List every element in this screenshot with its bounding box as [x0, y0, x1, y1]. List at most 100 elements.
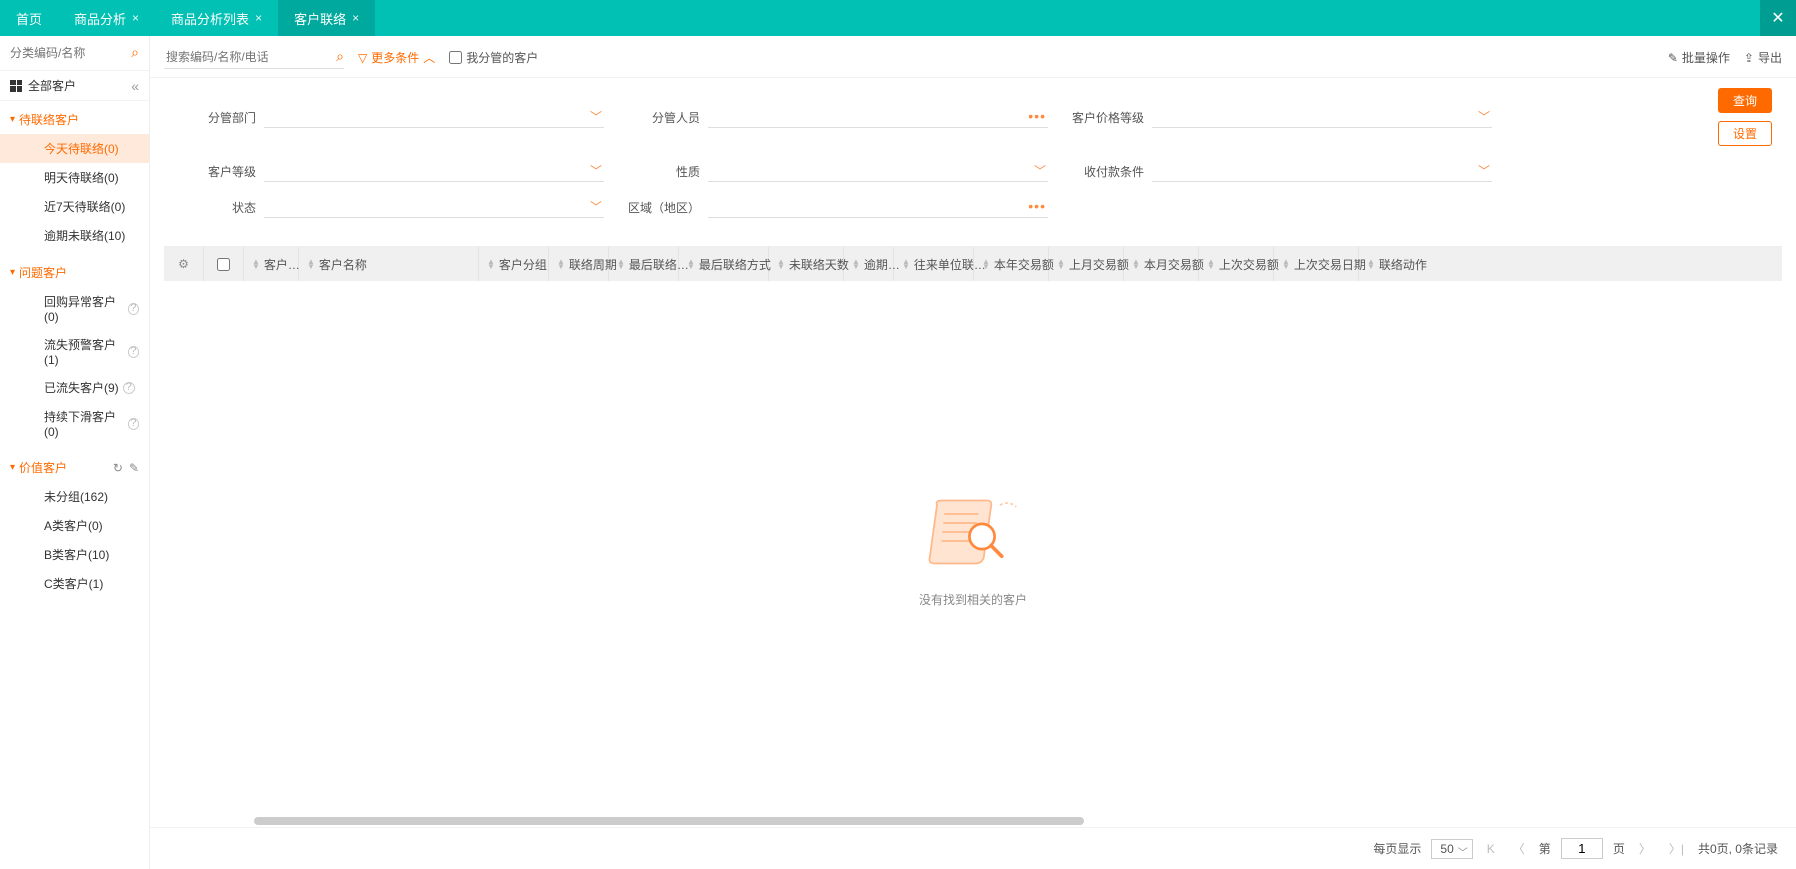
ellipsis-icon: •••	[1028, 108, 1046, 124]
table-column-header[interactable]: ▲▼往来单位联…	[894, 247, 974, 281]
table-column-header[interactable]: ▲▼未联络天数	[769, 247, 844, 281]
page-prev[interactable]: 〈	[1509, 840, 1529, 857]
search-icon[interactable]: ⌕	[131, 44, 139, 61]
table-column-header[interactable]: ▲▼最后联络…	[609, 247, 679, 281]
select-all-checkbox[interactable]	[204, 247, 244, 281]
main-search-input[interactable]	[164, 46, 344, 68]
sidebar-item[interactable]: 已流失客户(9)?	[0, 373, 149, 402]
refresh-icon[interactable]: ↻	[113, 461, 123, 475]
filter-nature-select[interactable]: ﹀	[708, 160, 1048, 182]
filter-label: 分管人员	[618, 109, 708, 126]
sidebar-item[interactable]: 明天待联络(0)	[0, 163, 149, 192]
sidebar-item[interactable]: 近7天待联络(0)	[0, 192, 149, 221]
chevron-up-icon: ︿	[423, 49, 435, 66]
table-column-header[interactable]: ▲▼客户…	[244, 247, 299, 281]
more-filters-toggle[interactable]: ▽ 更多条件 ︿	[358, 49, 435, 66]
table-column-header[interactable]: ▲▼客户分组	[479, 247, 549, 281]
sidebar-item[interactable]: 逾期未联络(10)	[0, 221, 149, 250]
sidebar-item[interactable]: 持续下滑客户(0)?	[0, 402, 149, 445]
sidebar-group-head[interactable]: ▾待联络客户	[0, 105, 149, 134]
caret-down-icon: ▾	[10, 267, 15, 278]
sidebar-item[interactable]: 回购异常客户(0)?	[0, 287, 149, 330]
sidebar-search-input[interactable]	[8, 42, 141, 64]
page-prefix: 第	[1539, 840, 1551, 857]
filter-label: 分管部门	[174, 109, 264, 126]
sidebar-group-head[interactable]: ▾问题客户	[0, 258, 149, 287]
sidebar-item[interactable]: 流失预警客户(1)?	[0, 330, 149, 373]
table-column-header[interactable]: ▲▼联络周期	[549, 247, 609, 281]
sidebar-search: ⌕	[0, 36, 149, 70]
edit-icon: ✎	[1668, 51, 1678, 65]
tab-客户联络[interactable]: 客户联络×	[278, 0, 375, 36]
tab-首页[interactable]: 首页	[0, 0, 58, 36]
batch-action[interactable]: ✎ 批量操作	[1668, 49, 1730, 66]
filter-person-picker[interactable]: •••	[708, 106, 1048, 128]
chevron-down-icon: ﹀	[1478, 108, 1490, 125]
filter-cust-level-select[interactable]: ﹀	[264, 160, 604, 182]
sort-icon: ▲▼	[1282, 259, 1290, 269]
settings-button[interactable]: 设置	[1718, 121, 1772, 146]
my-customers-checkbox-input[interactable]	[449, 51, 462, 64]
per-page-label: 每页显示	[1373, 840, 1421, 857]
export-action[interactable]: ⇪ 导出	[1744, 49, 1782, 66]
close-icon[interactable]: ×	[132, 11, 139, 25]
help-icon[interactable]: ?	[123, 382, 135, 394]
empty-text: 没有找到相关的客户	[919, 591, 1027, 608]
close-icon[interactable]: ×	[255, 11, 262, 25]
filter-payment-select[interactable]: ﹀	[1152, 160, 1492, 182]
sidebar-collapse-icon[interactable]: «	[131, 78, 139, 94]
ellipsis-icon: •••	[1028, 198, 1046, 214]
sort-icon: ▲▼	[557, 259, 565, 269]
page-number-input[interactable]	[1561, 838, 1603, 859]
close-all-tabs[interactable]: ✕	[1760, 0, 1796, 36]
tab-商品分析列表[interactable]: 商品分析列表×	[155, 0, 278, 36]
filter-label: 收付款条件	[1062, 163, 1152, 180]
table-column-header[interactable]: ▲▼客户名称	[299, 247, 479, 281]
tab-商品分析[interactable]: 商品分析×	[58, 0, 155, 36]
page-next[interactable]: 〉	[1635, 840, 1655, 857]
sidebar-all-label: 全部客户	[28, 77, 76, 94]
per-page-select[interactable]: 50 ﹀	[1431, 839, 1472, 859]
help-icon[interactable]: ?	[128, 303, 139, 315]
edit-icon[interactable]: ✎	[129, 461, 139, 475]
sort-icon: ▲▼	[1057, 259, 1065, 269]
table-column-header[interactable]: ▲▼本年交易额	[974, 247, 1049, 281]
help-icon[interactable]: ?	[128, 346, 139, 358]
sidebar-all-customers[interactable]: 全部客户 «	[0, 70, 149, 101]
table-column-header[interactable]: ▲▼上次交易日期	[1274, 247, 1359, 281]
sidebar-item[interactable]: 今天待联络(0)	[0, 134, 149, 163]
sidebar-item[interactable]: 未分组(162)	[0, 482, 149, 511]
table-column-header[interactable]: ▲▼上月交易额	[1049, 247, 1124, 281]
filter-dept-select[interactable]: ﹀	[264, 106, 604, 128]
caret-down-icon: ▾	[10, 114, 15, 125]
filter-region-picker[interactable]: •••	[708, 196, 1048, 218]
table-column-header[interactable]: ▲▼本月交易额	[1124, 247, 1199, 281]
sort-icon: ▲▼	[1132, 259, 1140, 269]
sidebar-group-head[interactable]: ▾价值客户↻✎	[0, 453, 149, 482]
table-column-header[interactable]: ▲▼联络动作	[1359, 247, 1429, 281]
filter-status-select[interactable]: ﹀	[264, 196, 604, 218]
table-header: ⚙ ▲▼客户…▲▼客户名称▲▼客户分组▲▼联络周期▲▼最后联络…▲▼最后联络方式…	[164, 247, 1782, 281]
filter-price-level-select[interactable]: ﹀	[1152, 106, 1492, 128]
sidebar-item[interactable]: C类客户(1)	[0, 569, 149, 598]
sort-icon: ▲▼	[687, 259, 695, 269]
sidebar-item[interactable]: A类客户(0)	[0, 511, 149, 540]
table-column-header[interactable]: ▲▼最后联络方式	[679, 247, 769, 281]
horizontal-scrollbar[interactable]	[164, 817, 1782, 827]
query-button[interactable]: 查询	[1718, 88, 1772, 113]
close-icon[interactable]: ×	[352, 11, 359, 25]
table-column-header[interactable]: ▲▼上次交易额	[1199, 247, 1274, 281]
search-icon[interactable]: ⌕	[336, 48, 344, 65]
sidebar-item[interactable]: B类客户(10)	[0, 540, 149, 569]
sidebar: ⌕ 全部客户 « ▾待联络客户今天待联络(0)明天待联络(0)近7天待联络(0)…	[0, 36, 150, 869]
table-column-header[interactable]: ▲▼逾期…	[844, 247, 894, 281]
table-settings-gear[interactable]: ⚙	[164, 247, 204, 281]
page-first[interactable]: K	[1483, 842, 1499, 856]
help-icon[interactable]: ?	[128, 418, 139, 430]
export-icon: ⇪	[1744, 51, 1754, 65]
sort-icon: ▲▼	[487, 259, 495, 269]
scrollbar-thumb[interactable]	[254, 817, 1084, 825]
page-last[interactable]: 〉|	[1665, 840, 1688, 857]
my-customers-checkbox[interactable]: 我分管的客户	[449, 49, 538, 66]
chevron-down-icon: ﹀	[1458, 844, 1468, 859]
